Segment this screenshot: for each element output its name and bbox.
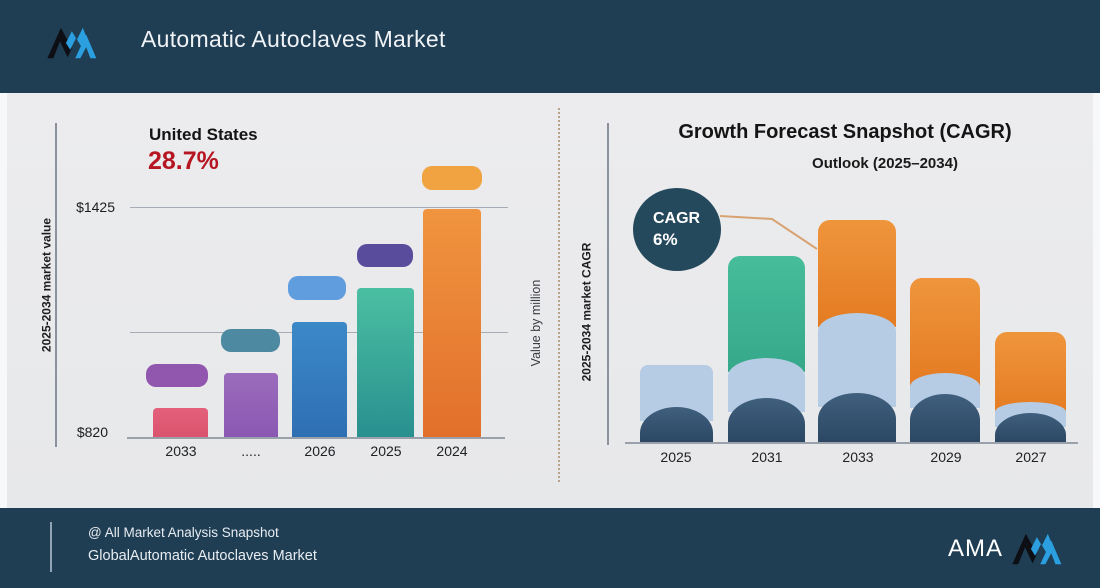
footer-market-text: GlobalAutomatic Autoclaves Market — [88, 548, 317, 564]
right-bar-2033-segment-orange — [818, 220, 896, 327]
left-chart-x-axis — [127, 437, 505, 439]
page-title: Automatic Autoclaves Market — [141, 26, 446, 52]
left-bar-cap-2025 — [357, 244, 413, 267]
left-bar-cap-2024 — [422, 166, 482, 190]
left-bar-cap-2026 — [288, 276, 346, 300]
right-chart-y-axis — [607, 123, 609, 445]
cagr-badge-label: CAGR — [653, 209, 701, 227]
right-bar-2033-segment-navy — [818, 393, 896, 442]
right-x-label-2031: 2031 — [751, 449, 783, 465]
panel-divider — [558, 108, 560, 482]
right-x-label-2027: 2027 — [1015, 449, 1047, 465]
right-bar-2029-segment-navy — [910, 394, 980, 442]
left-chart-y-axis — [55, 123, 57, 447]
right-chart-y-axis-label: 2025-2034 market CAGR — [579, 242, 594, 382]
right-chart-x-axis — [625, 442, 1078, 444]
left-bar-2025 — [357, 288, 414, 437]
left-bar-2033 — [153, 408, 208, 437]
right-chart-title: Growth Forecast Snapshot (CAGR) — [678, 121, 1012, 143]
cagr-badge-value: 6% — [653, 229, 678, 249]
left-x-label-2033: 2033 — [165, 443, 197, 459]
right-bar-2029-segment-orange — [910, 278, 980, 387]
right-bar-2033-segment-lightblue — [818, 313, 896, 407]
left-chart-y-axis-label: 2025-2034 market value — [39, 217, 54, 353]
left-chart-highlight-value: 28.7% — [148, 147, 219, 175]
footer-snapshot-text: @ All Market Analysis Snapshot — [88, 525, 279, 540]
right-x-label-2025: 2025 — [660, 449, 692, 465]
cagr-badge: CAGR 6% — [633, 188, 721, 271]
footer-band — [0, 508, 1100, 588]
left-x-label-2025: 2025 — [370, 443, 402, 459]
footer-divider-rule — [50, 522, 52, 572]
left-x-label-2024: 2024 — [436, 443, 468, 459]
left-chart-tick-1425: $1425 — [76, 199, 115, 215]
header-band: Automatic Autoclaves Market — [0, 0, 1100, 93]
left-x-label-.....: ..... — [241, 443, 261, 459]
right-x-label-2029: 2029 — [930, 449, 962, 465]
left-bar-..... — [224, 373, 278, 437]
left-chart-region-label: United States — [149, 125, 258, 144]
right-bar-2025-segment-navy — [640, 407, 713, 442]
left-bar-cap-..... — [221, 329, 280, 352]
ama-logo-icon — [47, 27, 97, 59]
right-bar-2027-segment-navy — [995, 413, 1066, 442]
footer-ama-logo-icon — [1012, 533, 1062, 565]
left-bar-cap-2033 — [146, 364, 208, 387]
left-chart-gridline-top — [130, 207, 508, 208]
left-x-label-2026: 2026 — [304, 443, 336, 459]
left-chart-right-axis-label: Value by million — [529, 279, 543, 367]
right-bar-2031-segment-navy — [728, 398, 805, 442]
right-x-label-2033: 2033 — [842, 449, 874, 465]
left-bar-2026 — [292, 322, 347, 437]
right-bar-2031-segment-green — [728, 256, 805, 372]
footer-brand-text: AMA — [948, 535, 1004, 562]
right-chart-subtitle: Outlook (2025–2034) — [812, 155, 958, 172]
left-chart-tick-820: $820 — [76, 424, 108, 440]
left-bar-2024 — [423, 209, 481, 437]
